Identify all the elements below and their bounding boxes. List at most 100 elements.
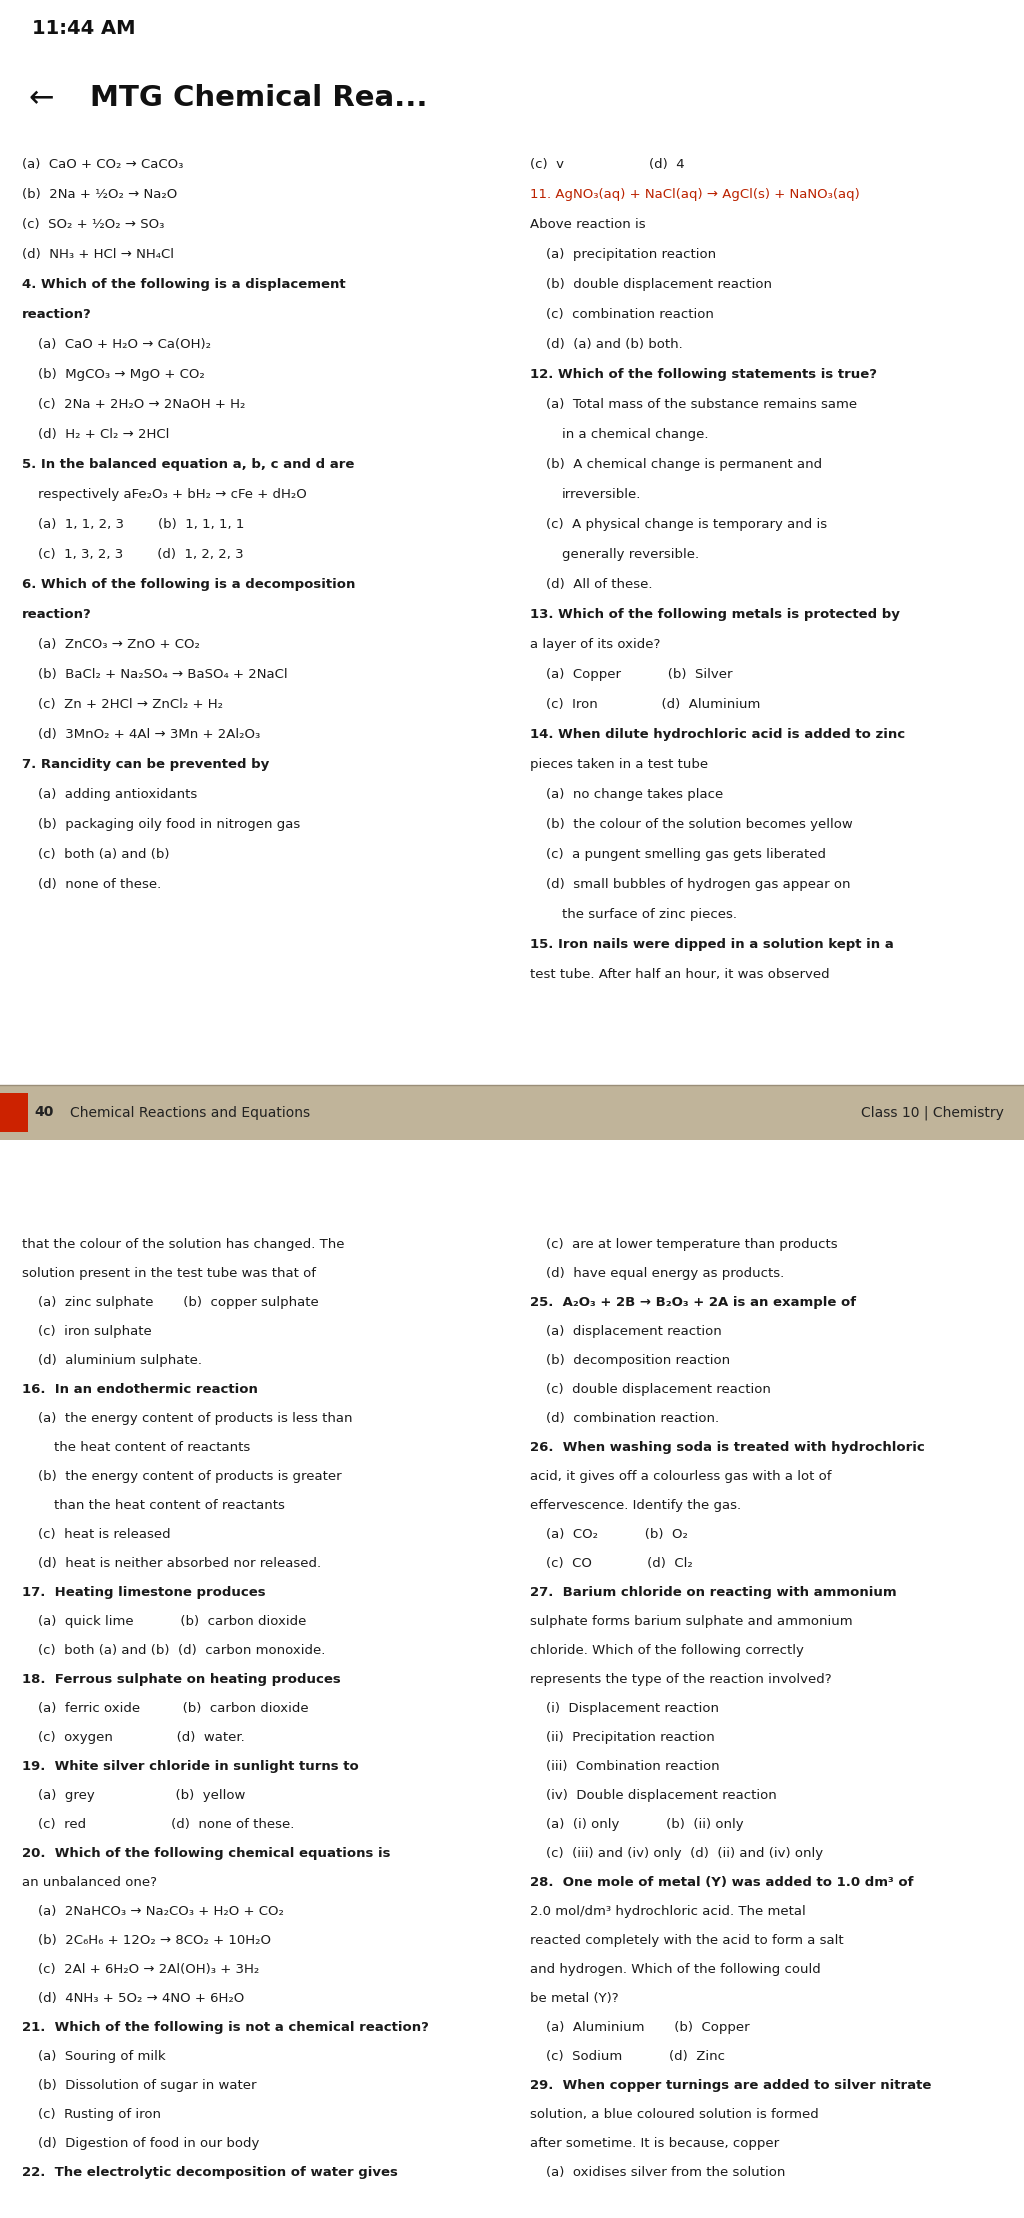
Text: (c)  Sodium           (d)  Zinc: (c) Sodium (d) Zinc (546, 2049, 725, 2063)
Text: (c)  combination reaction: (c) combination reaction (546, 308, 714, 322)
Text: (b)  the colour of the solution becomes yellow: (b) the colour of the solution becomes y… (546, 818, 853, 832)
Text: (d)  NH₃ + HCl → NH₄Cl: (d) NH₃ + HCl → NH₄Cl (22, 248, 174, 262)
Text: (a)  CO₂           (b)  O₂: (a) CO₂ (b) O₂ (546, 1528, 688, 1542)
Text: pieces taken in a test tube: pieces taken in a test tube (530, 759, 709, 772)
Text: (b)  Dissolution of sugar in water: (b) Dissolution of sugar in water (38, 2078, 256, 2092)
Text: (d)  H₂ + Cl₂ → 2HCl: (d) H₂ + Cl₂ → 2HCl (38, 428, 169, 441)
Text: (c)  CO             (d)  Cl₂: (c) CO (d) Cl₂ (546, 1557, 693, 1570)
Text: 40: 40 (34, 1105, 53, 1120)
Text: 4. Which of the following is a displacement: 4. Which of the following is a displacem… (22, 277, 346, 291)
Text: the surface of zinc pieces.: the surface of zinc pieces. (562, 907, 737, 920)
Text: 26.  When washing soda is treated with hydrochloric: 26. When washing soda is treated with hy… (530, 1442, 925, 1455)
Text: reacted completely with the acid to form a salt: reacted completely with the acid to form… (530, 1934, 844, 1947)
Text: (d)  none of these.: (d) none of these. (38, 878, 161, 892)
Text: reaction?: reaction? (22, 308, 92, 322)
Text: test tube. After half an hour, it was observed: test tube. After half an hour, it was ob… (530, 967, 829, 980)
Text: chloride. Which of the following correctly: chloride. Which of the following correct… (530, 1644, 804, 1657)
Text: (a)  ZnCO₃ → ZnO + CO₂: (a) ZnCO₃ → ZnO + CO₂ (38, 639, 200, 652)
Text: (a)  quick lime           (b)  carbon dioxide: (a) quick lime (b) carbon dioxide (38, 1615, 306, 1628)
Text: 2.0 mol/dm³ hydrochloric acid. The metal: 2.0 mol/dm³ hydrochloric acid. The metal (530, 1905, 806, 1919)
Text: an unbalanced one?: an unbalanced one? (22, 1876, 157, 1890)
Text: 27.  Barium chloride on reacting with ammonium: 27. Barium chloride on reacting with amm… (530, 1586, 897, 1599)
Text: 13. Which of the following metals is protected by: 13. Which of the following metals is pro… (530, 608, 900, 621)
Text: (d)  combination reaction.: (d) combination reaction. (546, 1413, 719, 1424)
Text: (d)  All of these.: (d) All of these. (546, 579, 652, 590)
Text: that the colour of the solution has changed. The: that the colour of the solution has chan… (22, 1238, 344, 1251)
Text: (a)  2NaHCO₃ → Na₂CO₃ + H₂O + CO₂: (a) 2NaHCO₃ → Na₂CO₃ + H₂O + CO₂ (38, 1905, 284, 1919)
Text: 28.  One mole of metal (Y) was added to 1.0 dm³ of: 28. One mole of metal (Y) was added to 1… (530, 1876, 913, 1890)
Text: and hydrogen. Which of the following could: and hydrogen. Which of the following cou… (530, 1963, 821, 1976)
Text: 25.  A₂O₃ + 2B → B₂O₃ + 2A is an example of: 25. A₂O₃ + 2B → B₂O₃ + 2A is an example … (530, 1295, 856, 1309)
Text: 11. AgNO₃(aq) + NaCl(aq) → AgCl(s) + NaNO₃(aq): 11. AgNO₃(aq) + NaCl(aq) → AgCl(s) + NaN… (530, 189, 860, 202)
Text: (d)  3MnO₂ + 4Al → 3Mn + 2Al₂O₃: (d) 3MnO₂ + 4Al → 3Mn + 2Al₂O₃ (38, 728, 260, 741)
Text: (c)  (iii) and (iv) only  (d)  (ii) and (iv) only: (c) (iii) and (iv) only (d) (ii) and (iv… (546, 1848, 823, 1861)
Text: irreversible.: irreversible. (562, 488, 641, 501)
Text: (a)  (i) only           (b)  (ii) only: (a) (i) only (b) (ii) only (546, 1819, 743, 1832)
Text: (b)  the energy content of products is greater: (b) the energy content of products is gr… (38, 1471, 342, 1484)
Text: Chemical Reactions and Equations: Chemical Reactions and Equations (70, 1105, 310, 1120)
Text: after sometime. It is because, copper: after sometime. It is because, copper (530, 2136, 779, 2149)
Text: (c)  a pungent smelling gas gets liberated: (c) a pungent smelling gas gets liberate… (546, 847, 826, 861)
Text: (c)  heat is released: (c) heat is released (38, 1528, 171, 1542)
Text: (c)  both (a) and (b)  (d)  carbon monoxide.: (c) both (a) and (b) (d) carbon monoxide… (38, 1644, 326, 1657)
Text: 22.  The electrolytic decomposition of water gives: 22. The electrolytic decomposition of wa… (22, 2167, 398, 2178)
Text: (a)  zinc sulphate       (b)  copper sulphate: (a) zinc sulphate (b) copper sulphate (38, 1295, 318, 1309)
Text: (b)  double displacement reaction: (b) double displacement reaction (546, 277, 772, 291)
Text: in a chemical change.: in a chemical change. (562, 428, 709, 441)
Text: 6. Which of the following is a decomposition: 6. Which of the following is a decomposi… (22, 579, 355, 590)
Text: (a)  grey                   (b)  yellow: (a) grey (b) yellow (38, 1790, 246, 1801)
Text: 19.  White silver chloride in sunlight turns to: 19. White silver chloride in sunlight tu… (22, 1761, 358, 1772)
Text: effervescence. Identify the gas.: effervescence. Identify the gas. (530, 1499, 741, 1513)
Text: (b)  MgCO₃ → MgO + CO₂: (b) MgCO₃ → MgO + CO₂ (38, 368, 205, 381)
Text: MTG Chemical Rea...: MTG Chemical Rea... (90, 84, 427, 113)
Text: (a)  CaO + CO₂ → CaCO₃: (a) CaO + CO₂ → CaCO₃ (22, 157, 183, 171)
Text: (c)  oxygen               (d)  water.: (c) oxygen (d) water. (38, 1730, 245, 1743)
Text: (a)  no change takes place: (a) no change takes place (546, 787, 723, 801)
Text: (b)  BaCl₂ + Na₂SO₄ → BaSO₄ + 2NaCl: (b) BaCl₂ + Na₂SO₄ → BaSO₄ + 2NaCl (38, 668, 288, 681)
Text: (d)  small bubbles of hydrogen gas appear on: (d) small bubbles of hydrogen gas appear… (546, 878, 851, 892)
Bar (0, 1085, 1024, 1140)
Text: (a)  displacement reaction: (a) displacement reaction (546, 1324, 722, 1337)
Text: (b)  2Na + ½O₂ → Na₂O: (b) 2Na + ½O₂ → Na₂O (22, 189, 177, 202)
Text: (d)  4NH₃ + 5O₂ → 4NO + 6H₂O: (d) 4NH₃ + 5O₂ → 4NO + 6H₂O (38, 1992, 245, 2005)
Text: sulphate forms barium sulphate and ammonium: sulphate forms barium sulphate and ammon… (530, 1615, 853, 1628)
Text: (d)  have equal energy as products.: (d) have equal energy as products. (546, 1266, 784, 1280)
Text: (a)  oxidises silver from the solution: (a) oxidises silver from the solution (546, 2167, 785, 2178)
Text: (c)  2Al + 6H₂O → 2Al(OH)₃ + 3H₂: (c) 2Al + 6H₂O → 2Al(OH)₃ + 3H₂ (38, 1963, 259, 1976)
Text: (c)  Iron               (d)  Aluminium: (c) Iron (d) Aluminium (546, 699, 761, 712)
Text: Above reaction is: Above reaction is (530, 217, 645, 231)
Text: Class 10 | Chemistry: Class 10 | Chemistry (861, 1105, 1004, 1120)
Text: (c)  v                    (d)  4: (c) v (d) 4 (530, 157, 685, 171)
Text: be metal (Y)?: be metal (Y)? (530, 1992, 618, 2005)
Text: 7. Rancidity can be prevented by: 7. Rancidity can be prevented by (22, 759, 269, 772)
Text: respectively aFe₂O₃ + bH₂ → cFe + dH₂O: respectively aFe₂O₃ + bH₂ → cFe + dH₂O (38, 488, 307, 501)
Text: 12. Which of the following statements is true?: 12. Which of the following statements is… (530, 368, 877, 381)
Text: 17.  Heating limestone produces: 17. Heating limestone produces (22, 1586, 265, 1599)
Text: 18.  Ferrous sulphate on heating produces: 18. Ferrous sulphate on heating produces (22, 1672, 341, 1686)
Text: (a)  Copper           (b)  Silver: (a) Copper (b) Silver (546, 668, 732, 681)
Text: (c)  iron sulphate: (c) iron sulphate (38, 1324, 152, 1337)
Text: (iv)  Double displacement reaction: (iv) Double displacement reaction (546, 1790, 777, 1801)
Text: (b)  2C₆H₆ + 12O₂ → 8CO₂ + 10H₂O: (b) 2C₆H₆ + 12O₂ → 8CO₂ + 10H₂O (38, 1934, 271, 1947)
Text: (a)  precipitation reaction: (a) precipitation reaction (546, 248, 716, 262)
Text: (d)  (a) and (b) both.: (d) (a) and (b) both. (546, 337, 683, 350)
Text: (c)  2Na + 2H₂O → 2NaOH + H₂: (c) 2Na + 2H₂O → 2NaOH + H₂ (38, 397, 246, 410)
Text: 14. When dilute hydrochloric acid is added to zinc: 14. When dilute hydrochloric acid is add… (530, 728, 905, 741)
Text: solution present in the test tube was that of: solution present in the test tube was th… (22, 1266, 316, 1280)
Text: than the heat content of reactants: than the heat content of reactants (54, 1499, 285, 1513)
Text: solution, a blue coloured solution is formed: solution, a blue coloured solution is fo… (530, 2107, 819, 2120)
Text: (iii)  Combination reaction: (iii) Combination reaction (546, 1761, 720, 1772)
Text: (i)  Displacement reaction: (i) Displacement reaction (546, 1701, 719, 1715)
Text: 15. Iron nails were dipped in a solution kept in a: 15. Iron nails were dipped in a solution… (530, 938, 894, 952)
Text: (c)  both (a) and (b): (c) both (a) and (b) (38, 847, 170, 861)
Text: (ii)  Precipitation reaction: (ii) Precipitation reaction (546, 1730, 715, 1743)
Text: (c)  Rusting of iron: (c) Rusting of iron (38, 2107, 161, 2120)
Text: (c)  A physical change is temporary and is: (c) A physical change is temporary and i… (546, 519, 827, 530)
Text: (b)  decomposition reaction: (b) decomposition reaction (546, 1353, 730, 1366)
Text: 29.  When copper turnings are added to silver nitrate: 29. When copper turnings are added to si… (530, 2078, 932, 2092)
Text: reaction?: reaction? (22, 608, 92, 621)
Text: represents the type of the reaction involved?: represents the type of the reaction invo… (530, 1672, 831, 1686)
Text: (c)  SO₂ + ½O₂ → SO₃: (c) SO₂ + ½O₂ → SO₃ (22, 217, 165, 231)
Text: 16.  In an endothermic reaction: 16. In an endothermic reaction (22, 1384, 258, 1395)
Text: (c)  1, 3, 2, 3        (d)  1, 2, 2, 3: (c) 1, 3, 2, 3 (d) 1, 2, 2, 3 (38, 548, 244, 561)
